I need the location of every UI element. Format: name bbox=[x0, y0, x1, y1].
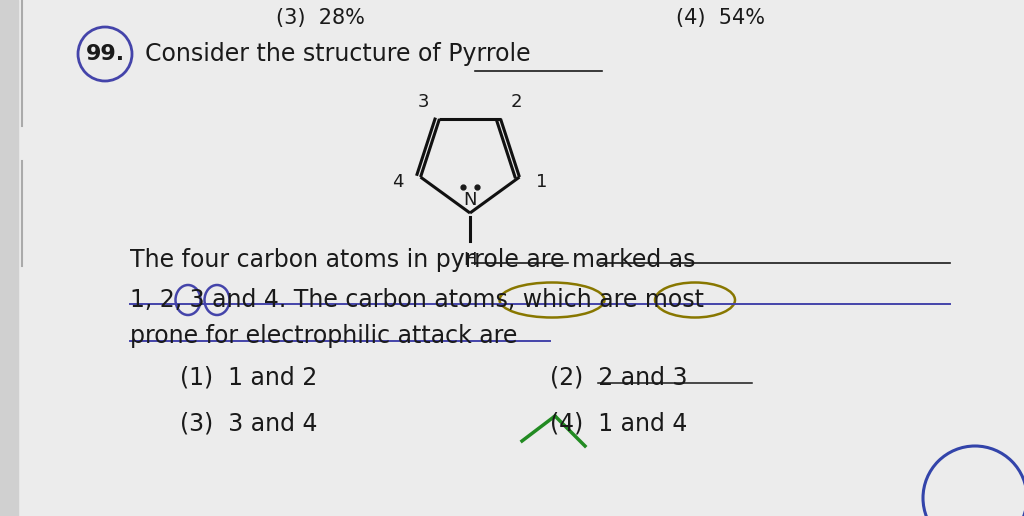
Text: (4)  1 and 4: (4) 1 and 4 bbox=[550, 411, 687, 435]
Text: (2)  2 and 3: (2) 2 and 3 bbox=[550, 366, 687, 390]
Text: 2: 2 bbox=[511, 93, 522, 111]
Text: Consider the structure of Pyrrole: Consider the structure of Pyrrole bbox=[145, 42, 530, 66]
Text: (4)  54%: (4) 54% bbox=[676, 8, 765, 28]
Text: (3)  28%: (3) 28% bbox=[275, 8, 365, 28]
Text: 1, 2, 3 and 4. The carbon atoms, which are most: 1, 2, 3 and 4. The carbon atoms, which a… bbox=[130, 288, 705, 312]
Text: (1)  1 and 2: (1) 1 and 2 bbox=[180, 366, 317, 390]
Text: 1: 1 bbox=[537, 173, 548, 191]
Text: 99.: 99. bbox=[85, 44, 125, 64]
Bar bbox=[0, 0, 18, 516]
Text: 3: 3 bbox=[418, 93, 429, 111]
Text: H: H bbox=[463, 251, 477, 269]
Text: N: N bbox=[463, 191, 477, 209]
Text: prone for electrophilic attack are: prone for electrophilic attack are bbox=[130, 324, 517, 348]
Text: The four carbon atoms in pyrrole are marked as: The four carbon atoms in pyrrole are mar… bbox=[130, 248, 695, 272]
Text: (3)  3 and 4: (3) 3 and 4 bbox=[180, 411, 317, 435]
Text: 4: 4 bbox=[392, 173, 403, 191]
